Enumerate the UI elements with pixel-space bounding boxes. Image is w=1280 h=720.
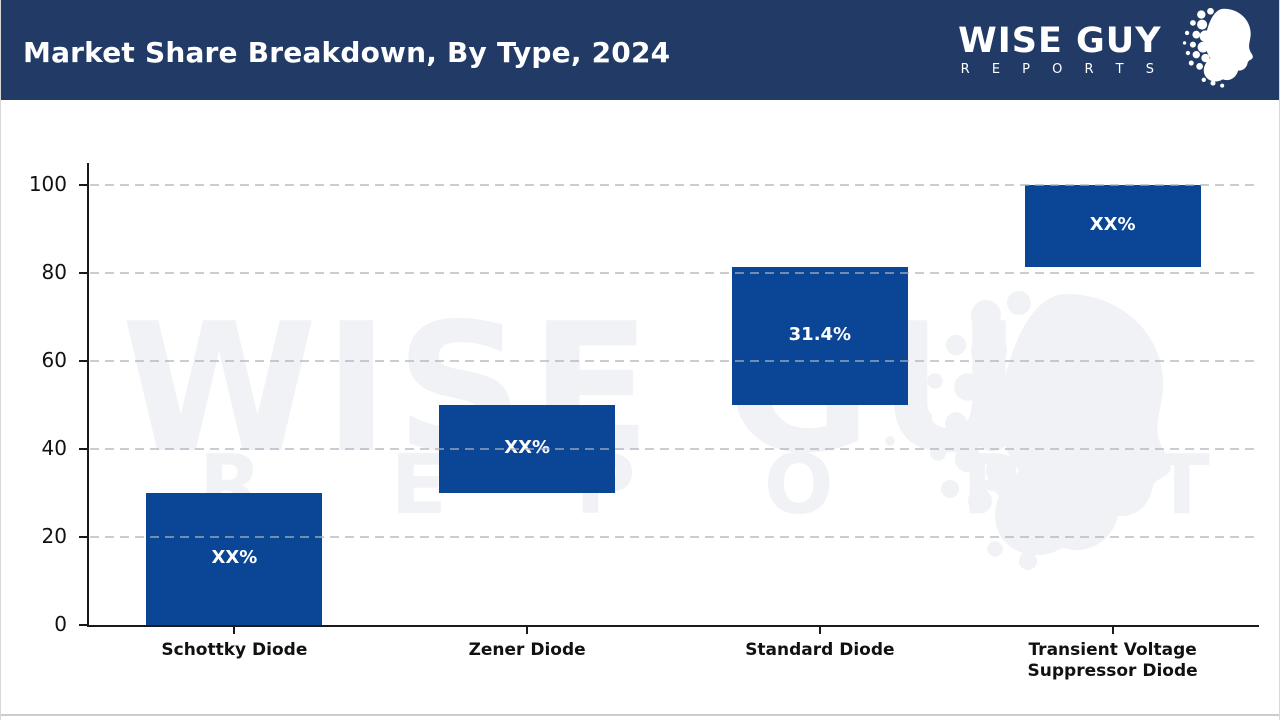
x-category-label: Standard Diode bbox=[745, 640, 895, 660]
y-tick-label: 20 bbox=[41, 524, 67, 548]
y-tick-label: 40 bbox=[41, 436, 67, 460]
y-tick-label: 100 bbox=[28, 172, 67, 196]
bar-standard-diode: 31.4% bbox=[731, 266, 908, 405]
gridline-100 bbox=[90, 184, 1259, 186]
gridline-40 bbox=[90, 448, 1259, 450]
bar-value-label: 31.4% bbox=[788, 323, 852, 345]
x-tick bbox=[1111, 627, 1114, 634]
x-tick bbox=[526, 627, 529, 634]
x-axis-line bbox=[87, 625, 1259, 627]
y-tick bbox=[79, 624, 87, 626]
bar-transient-voltage-suppressor-diode: XX% bbox=[1024, 185, 1201, 267]
wise-guy-logo: WISE GUY R E P O R T S bbox=[957, 5, 1259, 95]
y-tick-label: 0 bbox=[54, 612, 67, 636]
y-tick bbox=[79, 272, 87, 274]
logo-wordmark: WISE GUY R E P O R T S bbox=[957, 21, 1163, 77]
bar-value-label: XX% bbox=[504, 437, 551, 458]
bottom-divider bbox=[1, 714, 1279, 716]
gridline-20 bbox=[90, 536, 1259, 538]
watermark-head-icon bbox=[863, 220, 1193, 654]
y-tick bbox=[79, 448, 87, 450]
x-category-label: Schottky Diode bbox=[161, 640, 308, 660]
x-tick bbox=[818, 627, 821, 634]
logo-main-text: WISE GUY bbox=[958, 21, 1162, 61]
y-tick-label: 80 bbox=[41, 260, 67, 284]
x-category-label: Transient Voltage Suppressor Diode bbox=[1027, 640, 1198, 682]
header-bar: Market Share Breakdown, By Type, 2024 WI… bbox=[1, 0, 1279, 100]
x-tick bbox=[233, 627, 236, 634]
y-tick bbox=[79, 360, 87, 362]
x-category-label: Zener Diode bbox=[468, 640, 586, 660]
bar-schottky-diode: XX% bbox=[146, 493, 323, 625]
bar-value-label: XX% bbox=[211, 547, 258, 568]
gridline-80 bbox=[90, 272, 1259, 274]
logo-sub-text: R E P O R T S bbox=[960, 62, 1163, 77]
y-tick-label: 60 bbox=[41, 348, 67, 372]
chart-plot-area: WISE GU R E P O R T S bbox=[1, 100, 1279, 715]
y-tick bbox=[79, 184, 87, 186]
bar-value-label: XX% bbox=[1089, 213, 1136, 235]
y-tick bbox=[79, 536, 87, 538]
y-axis-line bbox=[87, 163, 89, 627]
page-title: Market Share Breakdown, By Type, 2024 bbox=[23, 35, 671, 69]
logo-head-icon bbox=[1167, 5, 1259, 95]
gridline-60 bbox=[90, 360, 1259, 362]
